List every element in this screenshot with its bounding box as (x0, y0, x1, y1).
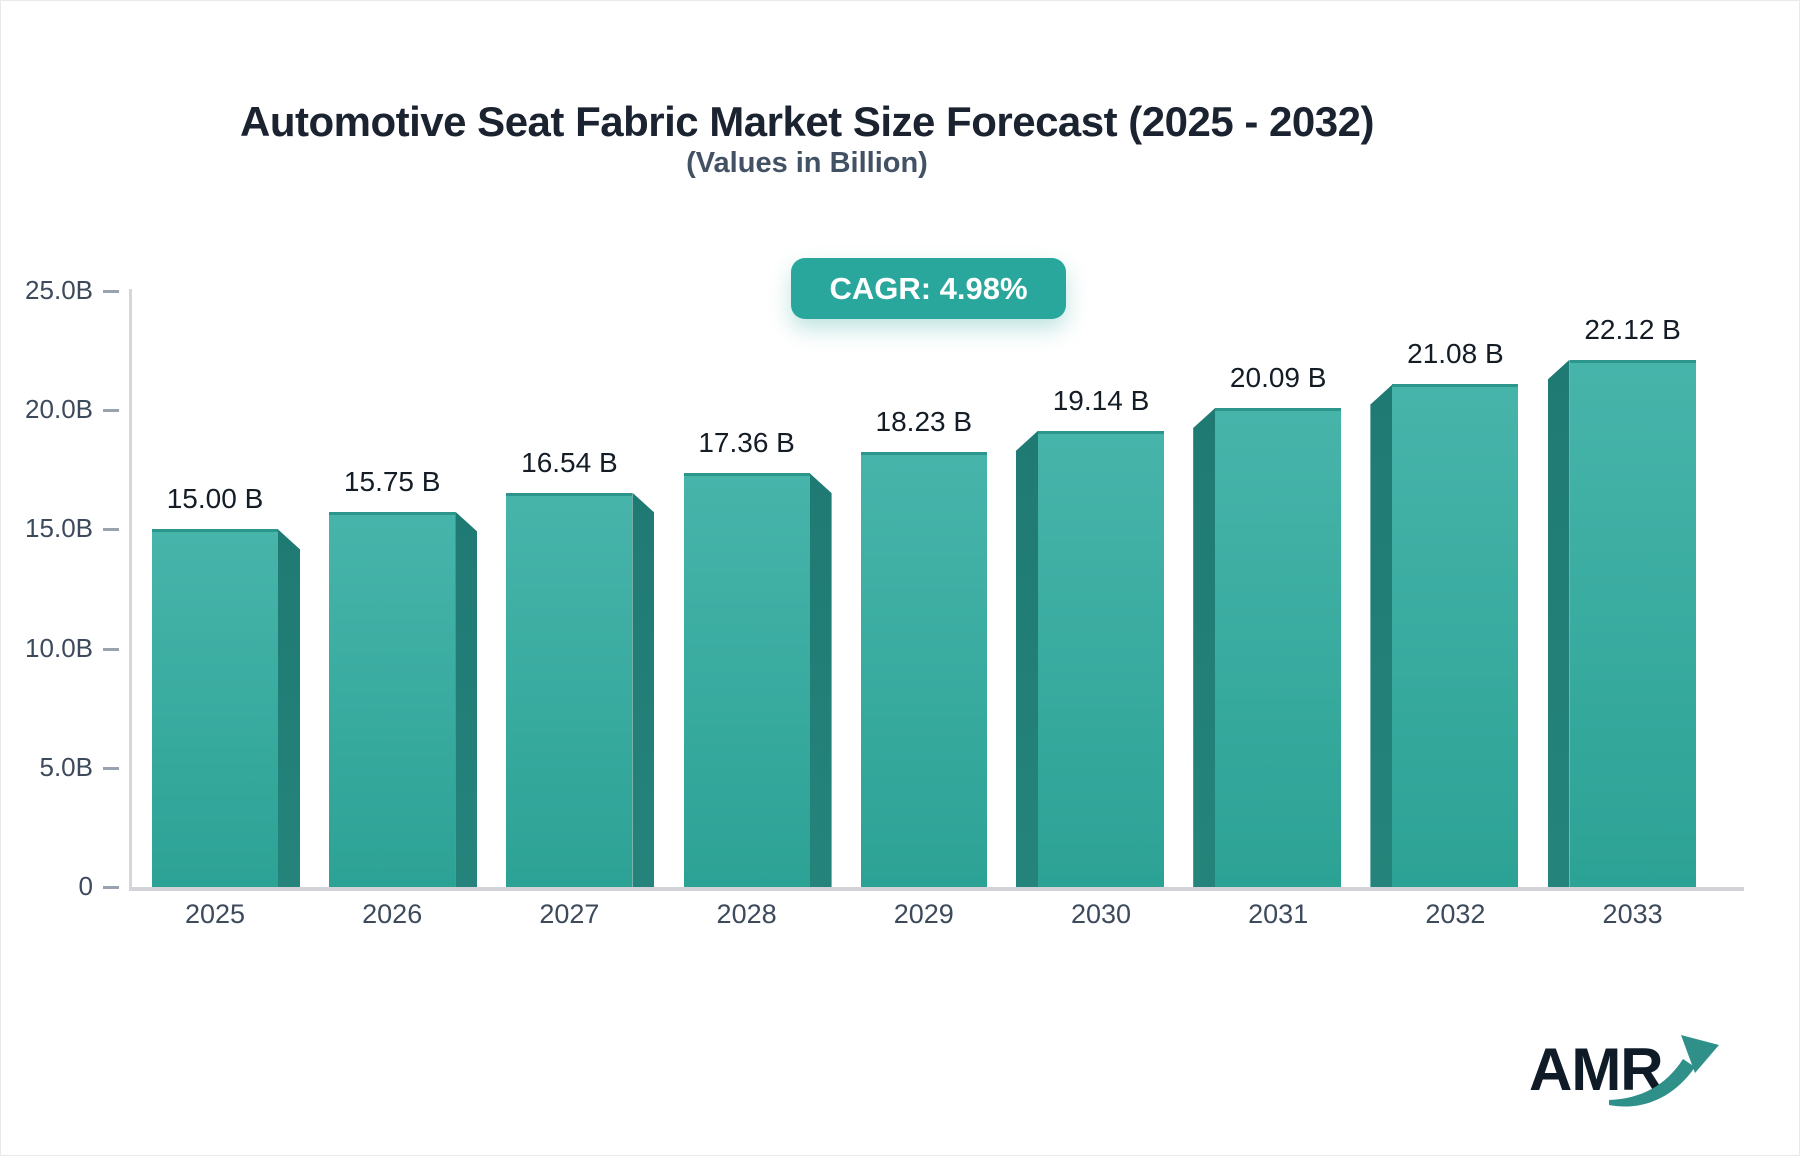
x-axis-label: 2030 (1070, 899, 1132, 929)
y-axis-line (129, 289, 132, 891)
x-axis-label: 2026 (362, 899, 423, 929)
bar-side-facet (1370, 384, 1393, 887)
bar-value-label: 18.23 B (875, 406, 973, 438)
bar-value-label: 21.08 B (1407, 338, 1504, 370)
y-tick-mark (103, 766, 119, 770)
x-axis-label: 2028 (716, 899, 777, 929)
bar-value-label: 19.14 B (1052, 384, 1150, 416)
amr-logo: AMR (1529, 1029, 1729, 1119)
x-axis-label: 2032 (1425, 899, 1486, 929)
bar-side-facet (1193, 408, 1216, 887)
bar (506, 492, 633, 887)
x-axis-label: 2025 (184, 899, 246, 929)
bar (1038, 430, 1164, 887)
bar-value-label: 15.00 B (166, 483, 264, 515)
y-tick-mark (103, 886, 119, 889)
y-axis-label: 15.0B (25, 513, 93, 544)
y-tick-mark (103, 409, 119, 413)
y-axis-label: 25.0B (25, 275, 93, 305)
bar (152, 529, 278, 887)
bar (1392, 384, 1519, 887)
bar-value-label: 20.09 B (1229, 362, 1327, 394)
bar-side-facet (809, 473, 832, 887)
page-title: Automotive Seat Fabric Market Size Forec… (240, 98, 1374, 145)
bar-value-label: 17.36 B (698, 427, 795, 459)
bar-side-facet (1547, 359, 1570, 887)
bar (683, 473, 810, 887)
x-axis-label: 2031 (1248, 899, 1309, 929)
cagr-badge-label: CAGR: 4.98% (829, 270, 1028, 306)
bar (1569, 359, 1696, 887)
bar-value-label: 22.12 B (1584, 313, 1681, 345)
x-axis-label: 2027 (539, 899, 600, 929)
y-axis-label: 5.0B (39, 751, 94, 782)
chart-subtitle: (Values in Billion) (686, 147, 928, 179)
x-axis-line (129, 887, 1744, 891)
bar-side-facet (632, 492, 655, 887)
y-axis-label: 0 (78, 871, 93, 901)
amr-logo-text: AMR (1529, 1036, 1664, 1103)
y-axis-label: 20.0B (25, 394, 93, 425)
y-tick-mark (103, 290, 119, 293)
bar-value-label: 15.75 B (343, 465, 441, 497)
cagr-badge: CAGR: 4.98% (791, 258, 1066, 319)
bar (1215, 408, 1342, 887)
bar-value-label: 16.54 B (521, 446, 618, 478)
x-axis-label: 2029 (893, 899, 954, 929)
growth-arrow-icon (1609, 1035, 1719, 1107)
bar-side-facet (1016, 430, 1038, 887)
bar (860, 452, 987, 887)
y-tick-mark (103, 528, 119, 532)
bar-side-facet (278, 529, 300, 887)
bar-side-facet (455, 511, 478, 887)
y-axis-label: 10.0B (25, 632, 93, 663)
y-tick-mark (103, 647, 119, 651)
x-axis-label: 2033 (1602, 899, 1663, 929)
bar (329, 511, 456, 887)
